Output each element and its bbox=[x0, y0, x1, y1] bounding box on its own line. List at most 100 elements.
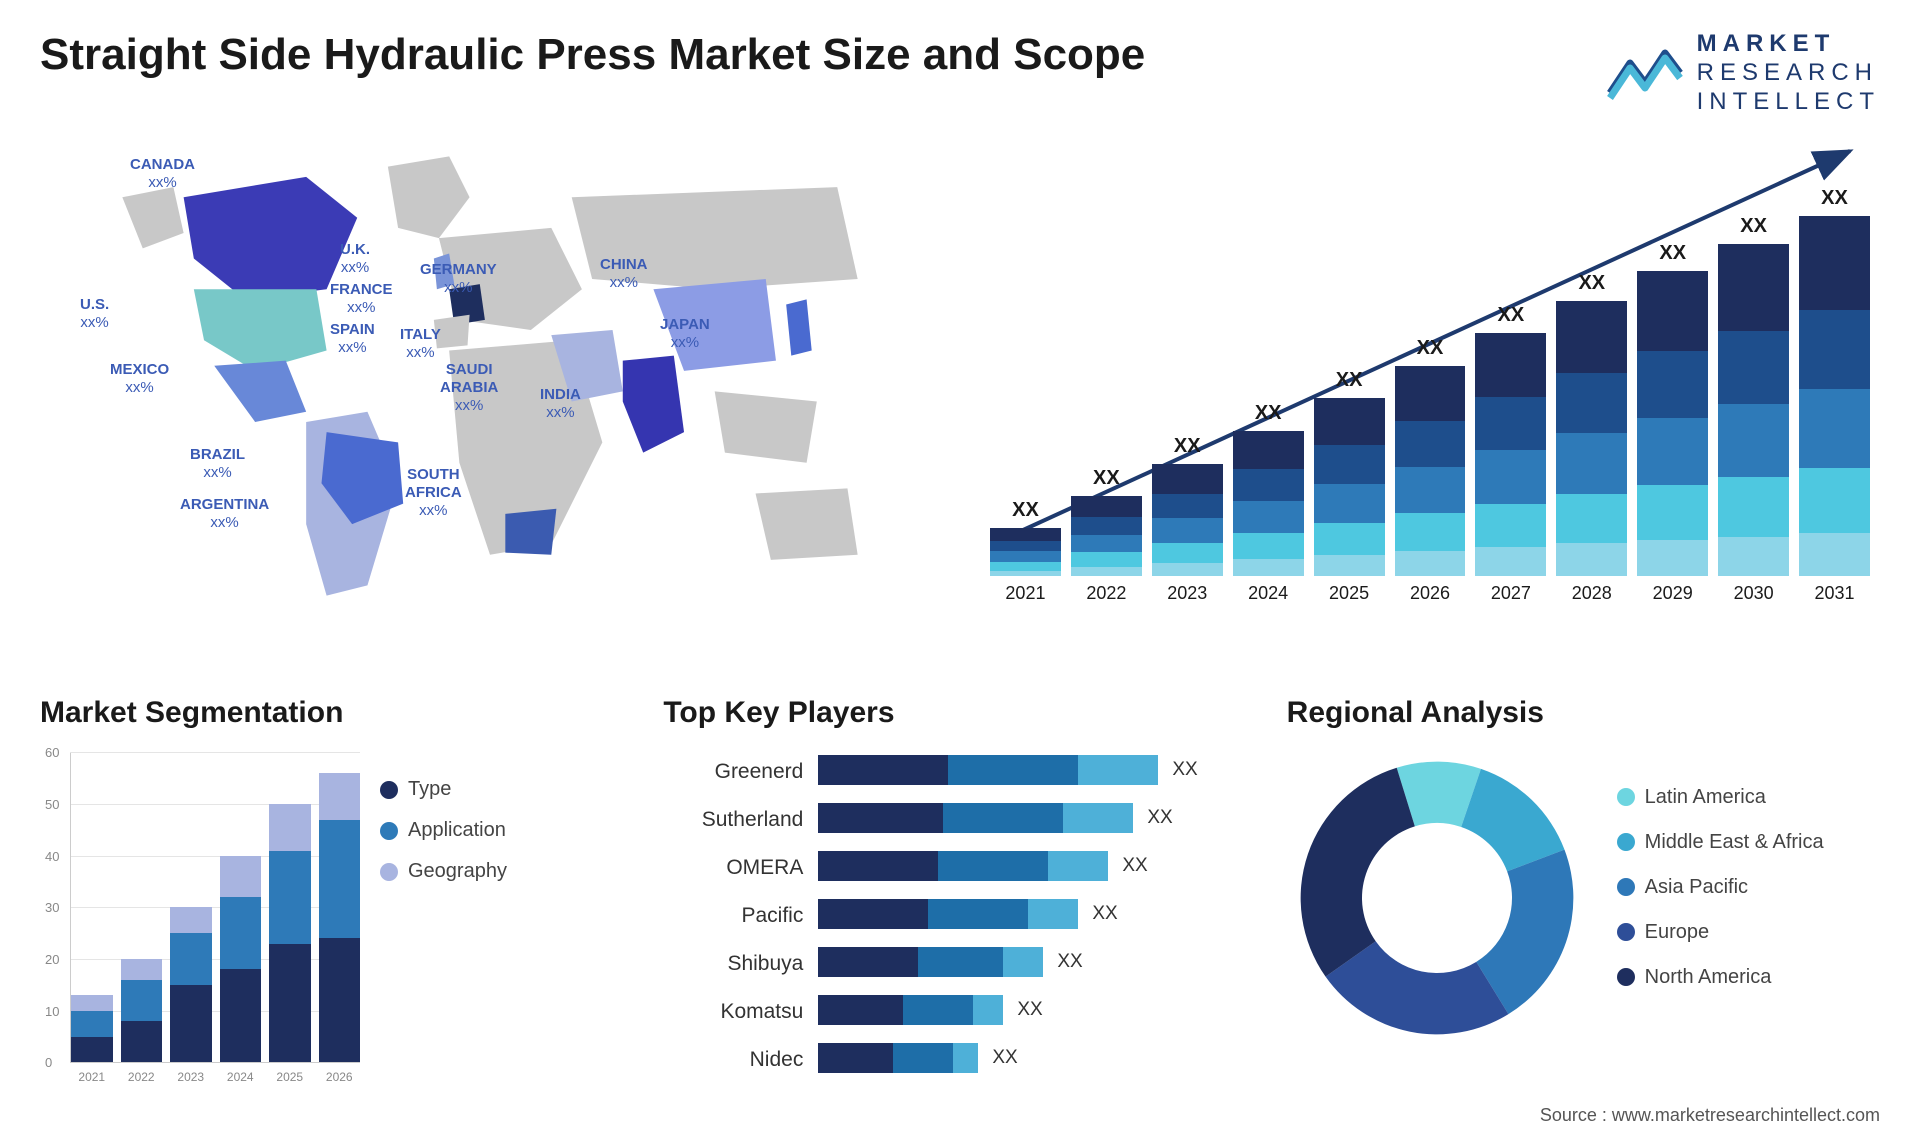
logo-icon bbox=[1605, 43, 1685, 103]
kp-value: XX bbox=[1172, 759, 1197, 781]
growth-year-label: 2023 bbox=[1152, 583, 1223, 604]
growth-value-label: XX bbox=[1740, 215, 1767, 238]
seg-ytick: 50 bbox=[45, 797, 59, 812]
reg-legend-item: Latin America bbox=[1617, 786, 1824, 809]
growth-value-label: XX bbox=[1659, 242, 1686, 265]
map-label-japan: JAPANxx% bbox=[660, 316, 710, 352]
logo-line-3: INTELLECT bbox=[1697, 88, 1880, 117]
reg-legend-item: Middle East & Africa bbox=[1617, 831, 1824, 854]
map-label-us: U.S.xx% bbox=[80, 296, 109, 332]
growth-bar-2026: XX2026 bbox=[1395, 337, 1466, 576]
seg-ytick: 10 bbox=[45, 1004, 59, 1019]
key-players-chart: XXXXXXXXXXXXXX bbox=[818, 748, 1256, 1084]
growth-year-label: 2025 bbox=[1314, 583, 1385, 604]
legend-dot-icon bbox=[1617, 923, 1635, 941]
kp-label: Pacific bbox=[663, 894, 803, 938]
seg-bar-2023: 2023 bbox=[170, 907, 212, 1062]
map-label-spain: SPAINxx% bbox=[330, 321, 375, 357]
seg-bar-2022: 2022 bbox=[121, 959, 163, 1062]
map-label-brazil: BRAZILxx% bbox=[190, 446, 245, 482]
growth-value-label: XX bbox=[1821, 187, 1848, 210]
kp-value: XX bbox=[1122, 855, 1147, 877]
seg-ytick: 20 bbox=[45, 952, 59, 967]
legend-dot-icon bbox=[1617, 788, 1635, 806]
page-title: Straight Side Hydraulic Press Market Siz… bbox=[40, 30, 1145, 80]
map-label-southafrica: SOUTHAFRICAxx% bbox=[405, 466, 462, 520]
growth-bar-2030: XX2030 bbox=[1718, 215, 1789, 576]
segmentation-panel: Market Segmentation 01020304050602021202… bbox=[40, 696, 633, 1126]
growth-bar-2024: XX2024 bbox=[1233, 402, 1304, 576]
growth-chart-panel: XX2021XX2022XX2023XX2024XX2025XX2026XX20… bbox=[980, 136, 1880, 666]
map-label-italy: ITALYxx% bbox=[400, 326, 441, 362]
seg-year-label: 2024 bbox=[220, 1070, 262, 1084]
segmentation-chart: 0102030405060202120222023202420252026 bbox=[40, 748, 360, 1088]
kp-label: Shibuya bbox=[663, 942, 803, 986]
growth-value-label: XX bbox=[1336, 369, 1363, 392]
growth-bar-2021: XX2021 bbox=[990, 499, 1061, 576]
growth-value-label: XX bbox=[1255, 402, 1282, 425]
source-text: Source : www.marketresearchintellect.com bbox=[1540, 1105, 1880, 1126]
growth-year-label: 2030 bbox=[1718, 583, 1789, 604]
map-region-usa bbox=[194, 290, 327, 372]
segmentation-title: Market Segmentation bbox=[40, 696, 633, 730]
seg-ytick: 40 bbox=[45, 849, 59, 864]
growth-year-label: 2024 bbox=[1233, 583, 1304, 604]
growth-year-label: 2021 bbox=[990, 583, 1061, 604]
map-region-mexico bbox=[214, 361, 306, 422]
key-players-panel: Top Key Players GreenerdSutherlandOMERAP… bbox=[663, 696, 1256, 1126]
world-map-panel: CANADAxx%U.S.xx%MEXICOxx%BRAZILxx%ARGENT… bbox=[40, 136, 940, 666]
seg-ytick: 60 bbox=[45, 745, 59, 760]
growth-bar-2031: XX2031 bbox=[1799, 187, 1870, 576]
seg-ytick: 30 bbox=[45, 900, 59, 915]
regional-panel: Regional Analysis Latin AmericaMiddle Ea… bbox=[1287, 696, 1880, 1126]
map-region-india bbox=[623, 356, 684, 453]
reg-legend-item: Europe bbox=[1617, 921, 1824, 944]
donut-slice bbox=[1300, 768, 1414, 977]
kp-label: Greenerd bbox=[663, 750, 803, 794]
map-region-greenland bbox=[388, 157, 470, 239]
seg-bar-2025: 2025 bbox=[269, 804, 311, 1062]
seg-year-label: 2026 bbox=[319, 1070, 361, 1084]
kp-bar-nidec: XX bbox=[818, 1036, 1256, 1080]
kp-value: XX bbox=[1017, 999, 1042, 1021]
growth-year-label: 2022 bbox=[1071, 583, 1142, 604]
growth-year-label: 2031 bbox=[1799, 583, 1870, 604]
map-region-japan bbox=[786, 300, 812, 356]
regional-legend: Latin America Middle East & Africa Asia Pa… bbox=[1617, 786, 1824, 1011]
growth-year-label: 2026 bbox=[1395, 583, 1466, 604]
kp-bar-omera: XX bbox=[818, 844, 1256, 888]
legend-dot-icon bbox=[1617, 833, 1635, 851]
kp-bar-sutherland: XX bbox=[818, 796, 1256, 840]
logo-line-1: MARKET bbox=[1697, 30, 1880, 59]
growth-value-label: XX bbox=[1093, 467, 1120, 490]
map-label-uk: U.K.xx% bbox=[340, 241, 370, 277]
seg-legend-item: Application bbox=[380, 819, 507, 842]
seg-year-label: 2023 bbox=[170, 1070, 212, 1084]
key-players-title: Top Key Players bbox=[663, 696, 1256, 730]
growth-bar-2029: XX2029 bbox=[1637, 242, 1708, 576]
kp-value: XX bbox=[1057, 951, 1082, 973]
map-label-argentina: ARGENTINAxx% bbox=[180, 496, 269, 532]
growth-bar-2027: XX2027 bbox=[1475, 304, 1546, 576]
legend-dot-icon bbox=[1617, 878, 1635, 896]
seg-legend-item: Geography bbox=[380, 860, 507, 883]
growth-year-label: 2028 bbox=[1556, 583, 1627, 604]
reg-legend-item: Asia Pacific bbox=[1617, 876, 1824, 899]
growth-year-label: 2027 bbox=[1475, 583, 1546, 604]
legend-dot-icon bbox=[380, 781, 398, 799]
seg-bar-2024: 2024 bbox=[220, 856, 262, 1063]
segmentation-legend: TypeApplicationGeography bbox=[380, 748, 507, 1088]
kp-bar-komatsu: XX bbox=[818, 988, 1256, 1032]
legend-dot-icon bbox=[380, 822, 398, 840]
seg-year-label: 2021 bbox=[71, 1070, 113, 1084]
seg-year-label: 2022 bbox=[121, 1070, 163, 1084]
kp-label: OMERA bbox=[663, 846, 803, 890]
reg-legend-item: North America bbox=[1617, 966, 1824, 989]
growth-bar-2023: XX2023 bbox=[1152, 435, 1223, 576]
map-region-alaska bbox=[122, 187, 183, 248]
map-label-china: CHINAxx% bbox=[600, 256, 648, 292]
map-region-australia bbox=[756, 489, 858, 560]
legend-dot-icon bbox=[380, 863, 398, 881]
kp-bar-shibuya: XX bbox=[818, 940, 1256, 984]
logo-line-2: RESEARCH bbox=[1697, 59, 1880, 88]
